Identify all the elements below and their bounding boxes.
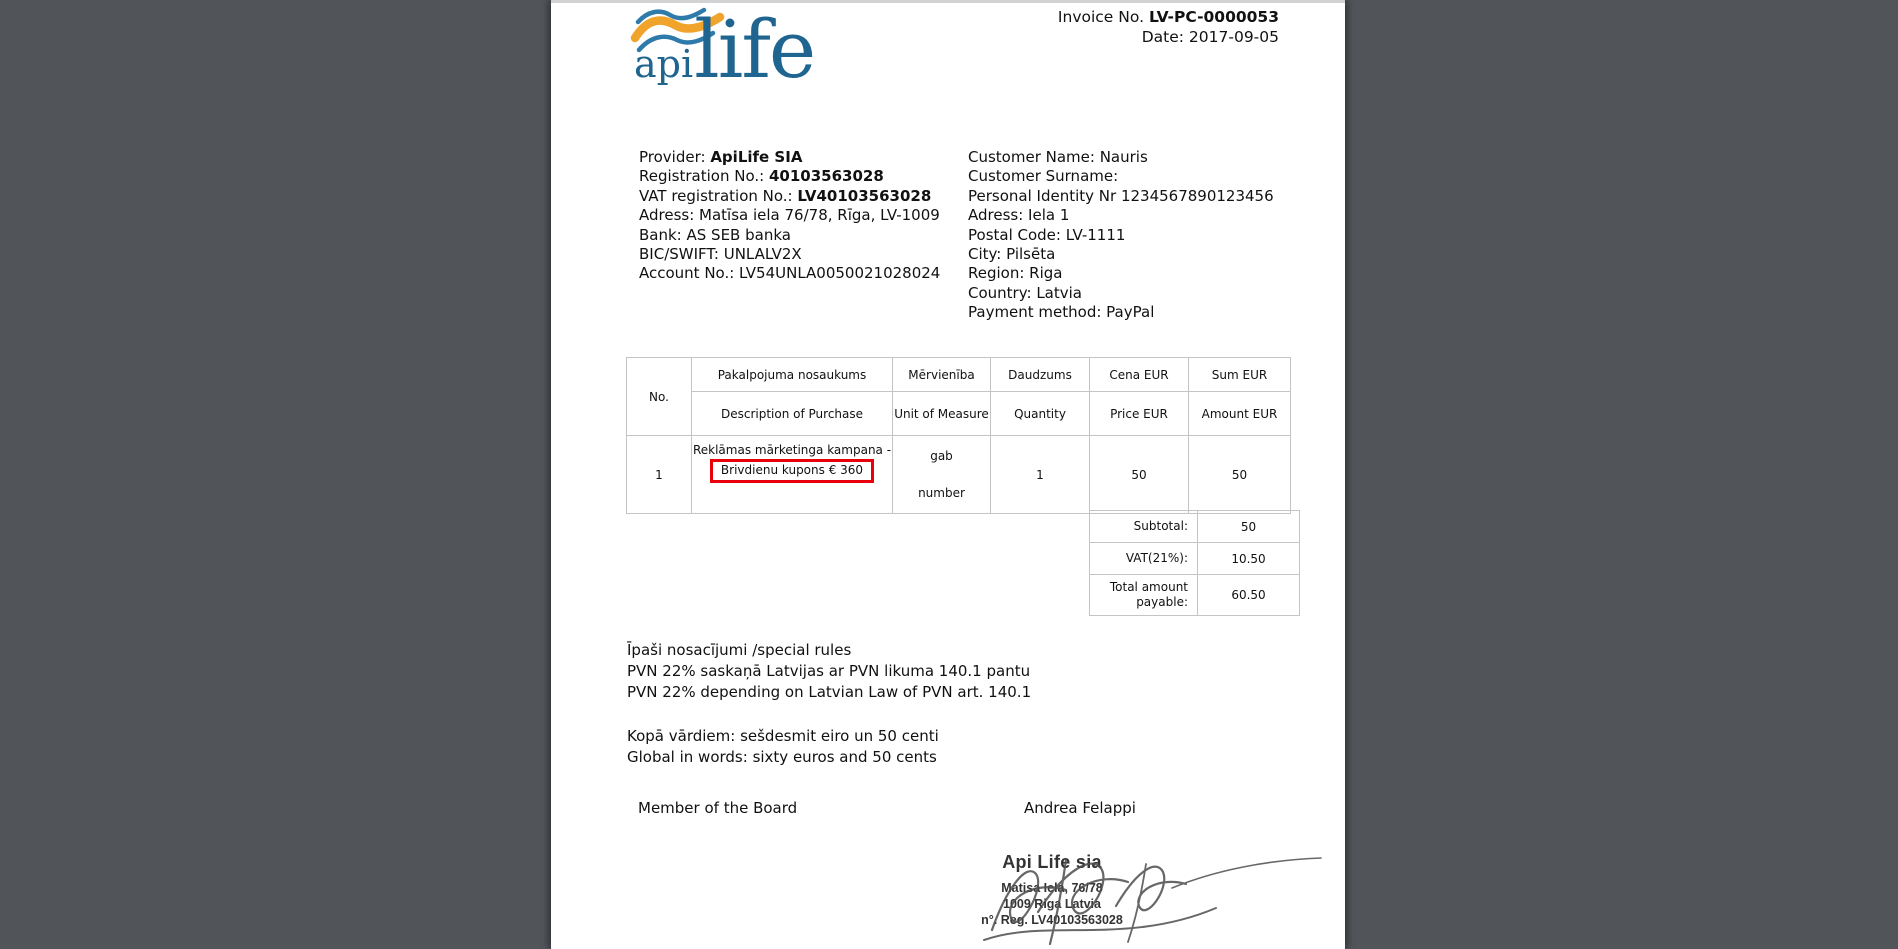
customer-surname: Customer Surname: — [968, 167, 1119, 186]
col-header-no: No. — [626, 357, 692, 436]
customer-postal-code: Postal Code: LV-1111 — [968, 225, 1126, 244]
amount-in-words-block: Kopā vārdiem: sešdesmit eiro un 50 centi… — [627, 726, 939, 768]
invoice-number-label: Invoice No. — [1057, 8, 1149, 26]
provider-bank: Bank: AS SEB banka — [639, 225, 791, 244]
col-header-description-en: Description of Purchase — [691, 391, 893, 436]
col-header-price-lv: Cena EUR — [1089, 357, 1189, 392]
customer-address: Adress: Iela 1 — [968, 206, 1070, 225]
item-unit-en: number — [918, 486, 965, 500]
item-no: 1 — [626, 435, 692, 514]
subtotal-value: 50 — [1197, 510, 1300, 543]
vat-registration-number: LV40103563028 — [797, 186, 932, 205]
totals-table: Subtotal: 50 VAT(21%): 10.50 Total amoun… — [1089, 510, 1300, 616]
col-header-unit-lv: Mērvienība — [892, 357, 991, 392]
subtotal-row: Subtotal: 50 — [1089, 510, 1300, 543]
customer-region: Region: Riga — [968, 264, 1063, 283]
special-rules-block: Īpaši nosacījumi /special rules PVN 22% … — [627, 640, 1031, 704]
col-header-sum-lv: Sum EUR — [1188, 357, 1291, 392]
item-quantity: 1 — [990, 435, 1090, 514]
invoice-number-value: LV-PC-0000053 — [1148, 8, 1279, 26]
vat-value: 10.50 — [1197, 542, 1300, 575]
vat-row: VAT(21%): 10.50 — [1089, 542, 1300, 575]
special-rules-title: Īpaši nosacījumi /special rules — [627, 641, 852, 659]
total-payable-row: Total amount payable: 60.50 — [1089, 574, 1300, 616]
col-header-description-lv: Pakalpojuma nosaukums — [691, 357, 893, 392]
customer-city: City: Pilsēta — [968, 245, 1056, 264]
amount-in-words-en: Global in words: sixty euros and 50 cent… — [627, 748, 937, 767]
provider-name: ApiLife SIA — [710, 148, 803, 166]
item-description-line1: Reklāmas mārketinga kampana - — [692, 443, 892, 457]
logo-text: api life — [634, 3, 816, 96]
invoice-meta: Invoice No. LV-PC-0000053 Date: 2017-09-… — [1058, 8, 1279, 47]
col-header-sum-en: Amount EUR — [1188, 391, 1291, 436]
logo-text-api: api — [634, 42, 694, 86]
invoice-page: api life Invoice No. LV-PC-0000053 Date:… — [551, 0, 1345, 949]
customer-identity: Personal Identity Nr 1234567890123456 — [968, 186, 1274, 205]
item-description-highlighted: Brivdienu kupons € 360 — [709, 459, 875, 483]
item-unit-cell: gab number — [892, 435, 991, 514]
items-table: No. Pakalpojuma nosaukums Mērvienība Dau… — [626, 357, 1291, 514]
signer-name: Andrea Felappi — [1024, 799, 1136, 817]
special-rules-lv: PVN 22% saskaņā Latvijas ar PVN likuma 1… — [627, 662, 1031, 681]
apilife-logo: api life — [630, 3, 849, 96]
logo-text-life: life — [694, 3, 816, 96]
logo-waves-icon — [630, 7, 725, 53]
customer-name: Customer Name: Nauris — [968, 148, 1148, 166]
special-rules-en: PVN 22% depending on Latvian Law of PVN … — [627, 683, 1032, 702]
total-payable-label: Total amount payable: — [1089, 574, 1198, 616]
col-header-quantity-lv: Daudzums — [990, 357, 1090, 392]
customer-block: Customer Name: Nauris Customer Surname: … — [968, 148, 1274, 323]
amount-in-words-lv: Kopā vārdiem: sešdesmit eiro un 50 centi — [627, 727, 939, 745]
provider-label: Provider: — [639, 148, 711, 166]
invoice-number-line: Invoice No. LV-PC-0000053 — [1058, 8, 1279, 28]
page-top-edge — [551, 0, 1345, 3]
table-row: 1 Reklāmas mārketinga kampana - Brivdien… — [626, 435, 1291, 514]
subtotal-label: Subtotal: — [1089, 510, 1198, 543]
provider-line: Registration No.: 40103563028 — [639, 167, 940, 186]
invoice-date-line: Date: 2017-09-05 — [1141, 27, 1279, 46]
item-price: 50 — [1089, 435, 1189, 514]
signature-scribble — [983, 857, 1322, 946]
col-header-unit-en: Unit of Measure — [892, 391, 991, 436]
stamp-company-name: Api Life sia — [1002, 852, 1102, 872]
stamp-reg-line: n°. Reg. LV40103563028 — [981, 913, 1123, 927]
registration-label: Registration No.: — [639, 167, 769, 186]
registration-number: 40103563028 — [768, 167, 884, 186]
vat-label: VAT(21%): — [1089, 542, 1198, 575]
item-description-cell: Reklāmas mārketinga kampana - Brivdienu … — [691, 435, 893, 514]
provider-account-no: Account No.: LV54UNLA0050021028024 — [639, 264, 941, 283]
board-member-label: Member of the Board — [638, 799, 798, 817]
col-header-price-en: Price EUR — [1089, 391, 1189, 436]
col-header-quantity-en: Quantity — [990, 391, 1090, 436]
customer-country: Country: Latvia — [968, 283, 1082, 302]
item-sum: 50 — [1188, 435, 1291, 514]
provider-block: Provider: ApiLife SIA Registration No.: … — [639, 148, 940, 284]
item-unit-lv: gab — [930, 449, 953, 463]
provider-address: Adress: Matīsa iela 76/78, Rīga, LV-1009 — [639, 206, 940, 225]
total-payable-value: 60.50 — [1197, 574, 1300, 616]
customer-payment-method: Payment method: PayPal — [968, 303, 1155, 322]
provider-bic-swift: BIC/SWIFT: UNLALV2X — [639, 245, 802, 264]
stamp-city-line: 1009 Riga Latvia — [1003, 897, 1101, 911]
provider-line: VAT registration No.: LV40103563028 — [639, 187, 940, 206]
vat-registration-label: VAT registration No.: — [639, 186, 798, 205]
provider-line: Provider: ApiLife SIA — [639, 148, 940, 167]
